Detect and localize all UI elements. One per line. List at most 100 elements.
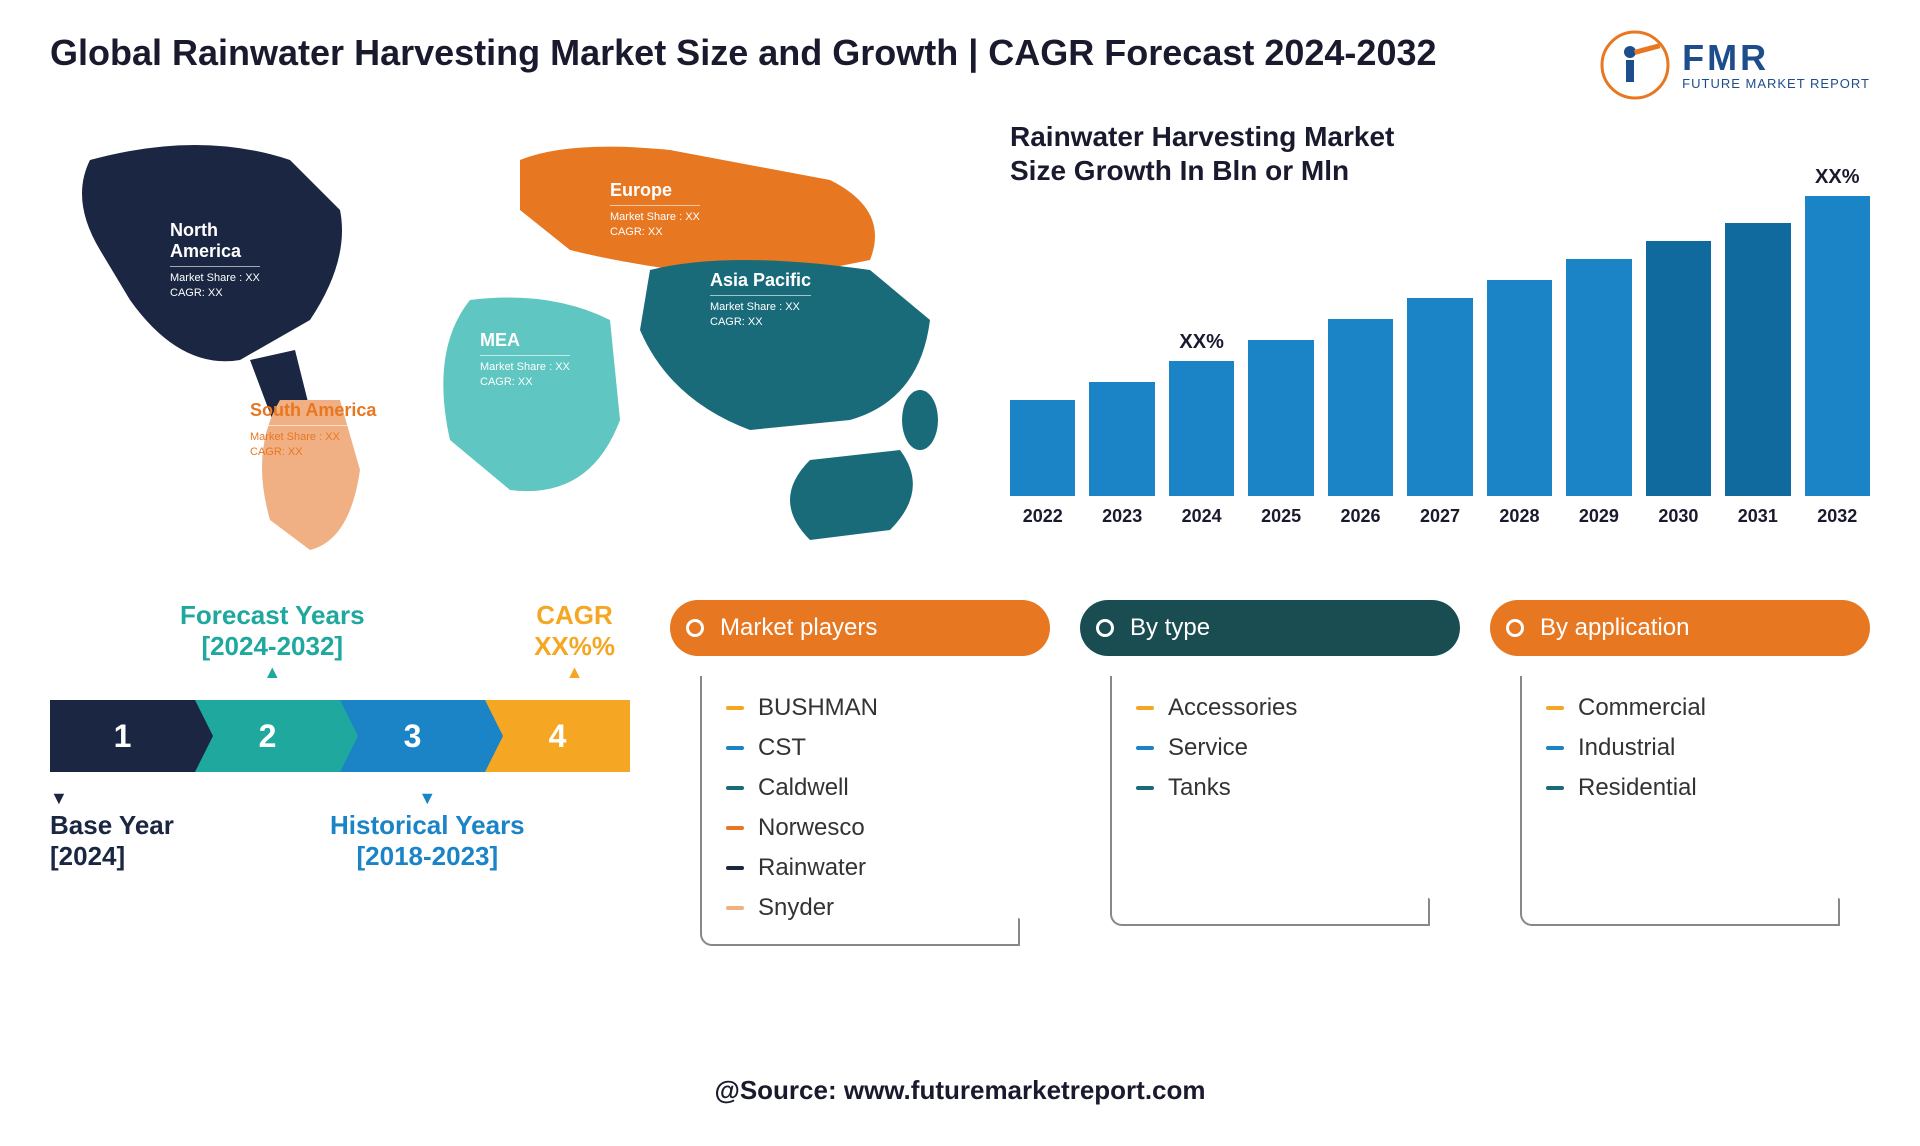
bullet-icon (1096, 619, 1114, 637)
bar-year-label: 2022 (1023, 506, 1063, 527)
item-text: Accessories (1168, 694, 1297, 722)
upper-section: NorthAmericaMarket Share : XXCAGR: XX Sou… (50, 120, 1870, 560)
chart-title: Rainwater Harvesting Market Size Growth … (1010, 120, 1430, 187)
bar (1487, 280, 1552, 496)
region-label-na: NorthAmericaMarket Share : XXCAGR: XX (170, 220, 260, 302)
source-attribution: @Source: www.futuremarketreport.com (714, 1075, 1205, 1106)
list-item: Accessories (1136, 688, 1430, 728)
list-item: Norwesco (726, 808, 1020, 848)
bar-year-label: 2025 (1261, 506, 1301, 527)
forecast-years-label: Forecast Years [2024-2032] ▲ (180, 600, 365, 688)
logo: FMR FUTURE MARKET REPORT (1600, 30, 1870, 100)
list-item: Snyder (726, 888, 1020, 928)
timeline-segment: 3 (340, 700, 485, 772)
base-year-label: ▼ Base Year [2024] (50, 784, 174, 872)
tick-icon (726, 906, 744, 910)
category-header: Market players (670, 600, 1050, 656)
bar (1725, 223, 1790, 496)
region-label-ap: Asia PacificMarket Share : XXCAGR: XX (710, 270, 811, 331)
bar-wrap: 2026 (1328, 319, 1393, 527)
list-item: Rainwater (726, 848, 1020, 888)
bar-year-label: 2028 (1499, 506, 1539, 527)
logo-text: FMR (1682, 40, 1870, 76)
bar-percent-label: XX% (1815, 166, 1859, 189)
category-column: Market players BUSHMAN CST Caldwell Norwesco… (670, 600, 1050, 946)
item-text: Service (1168, 734, 1248, 762)
header: Global Rainwater Harvesting Market Size … (50, 30, 1870, 100)
item-text: Residential (1578, 774, 1697, 802)
category-header: By type (1080, 600, 1460, 656)
bar: XX% (1169, 361, 1234, 496)
list-item: CST (726, 728, 1020, 768)
telescope-person-icon (1600, 30, 1670, 100)
region-label-eu: EuropeMarket Share : XXCAGR: XX (610, 180, 700, 241)
category-list: Accessories Service Tanks (1110, 676, 1430, 926)
list-item: Tanks (1136, 768, 1430, 808)
category-title: By application (1540, 614, 1689, 642)
region-label-mea: MEAMarket Share : XXCAGR: XX (480, 330, 570, 391)
item-text: Caldwell (758, 774, 849, 802)
tick-icon (726, 746, 744, 750)
cagr-label: CAGR XX%% ▲ (534, 600, 615, 688)
timeline-segment: 1 (50, 700, 195, 772)
tick-icon (1136, 706, 1154, 710)
bar-year-label: 2030 (1658, 506, 1698, 527)
list-item: Service (1136, 728, 1430, 768)
bar (1646, 241, 1711, 496)
bar (1248, 340, 1313, 496)
item-text: BUSHMAN (758, 694, 878, 722)
list-item: Commercial (1546, 688, 1840, 728)
forecast-timeline: Forecast Years [2024-2032] ▲ CAGR XX%% ▲… (50, 600, 630, 772)
historical-years-label: ▼ Historical Years [2018-2023] (330, 784, 525, 872)
tick-icon (1546, 746, 1564, 750)
tick-icon (726, 786, 744, 790)
bar-year-label: 2023 (1102, 506, 1142, 527)
category-column: By application Commercial Industrial Reside… (1490, 600, 1870, 946)
world-map: NorthAmericaMarket Share : XXCAGR: XX Sou… (50, 120, 970, 560)
bar (1566, 259, 1631, 496)
bullet-icon (1506, 619, 1524, 637)
bar-chart: 2022 2023 XX%2024 2025 2026 2027 2028 2029 2030 2… (1010, 197, 1870, 527)
region-label-sa: South AmericaMarket Share : XXCAGR: XX (250, 400, 376, 461)
category-title: Market players (720, 614, 877, 642)
timeline-segment: 4 (485, 700, 630, 772)
bar-wrap: 2028 (1487, 280, 1552, 527)
bar-percent-label: XX% (1179, 331, 1223, 354)
bar-year-label: 2026 (1341, 506, 1381, 527)
bar-year-label: 2031 (1738, 506, 1778, 527)
item-text: Rainwater (758, 854, 866, 882)
bar-year-label: 2029 (1579, 506, 1619, 527)
list-item: Industrial (1546, 728, 1840, 768)
timeline-segment: 2 (195, 700, 340, 772)
bar-year-label: 2032 (1817, 506, 1857, 527)
list-item: Residential (1546, 768, 1840, 808)
category-header: By application (1490, 600, 1870, 656)
item-text: Norwesco (758, 814, 865, 842)
item-text: Tanks (1168, 774, 1231, 802)
page-title: Global Rainwater Harvesting Market Size … (50, 30, 1437, 77)
item-text: Industrial (1578, 734, 1675, 762)
bar (1328, 319, 1393, 496)
bar-wrap: 2030 (1646, 241, 1711, 527)
category-list: BUSHMAN CST Caldwell Norwesco Rainwater Snyde… (700, 676, 1020, 946)
tick-icon (726, 826, 744, 830)
bar-wrap: XX%2032 (1805, 196, 1870, 527)
timeline-bar: 1234 (50, 700, 630, 772)
bar-wrap: XX%2024 (1169, 361, 1234, 527)
tick-icon (1136, 786, 1154, 790)
bar-chart-section: Rainwater Harvesting Market Size Growth … (1010, 120, 1870, 560)
bar-year-label: 2027 (1420, 506, 1460, 527)
item-text: CST (758, 734, 806, 762)
bullet-icon (686, 619, 704, 637)
item-text: Commercial (1578, 694, 1706, 722)
bar (1089, 382, 1154, 496)
bar-wrap: 2031 (1725, 223, 1790, 527)
category-column: By type Accessories Service Tanks (1080, 600, 1460, 946)
list-item: BUSHMAN (726, 688, 1020, 728)
tick-icon (726, 866, 744, 870)
bar (1407, 298, 1472, 496)
tick-icon (1546, 706, 1564, 710)
bar-wrap: 2029 (1566, 259, 1631, 527)
tick-icon (1546, 786, 1564, 790)
category-list: Commercial Industrial Residential (1520, 676, 1840, 926)
